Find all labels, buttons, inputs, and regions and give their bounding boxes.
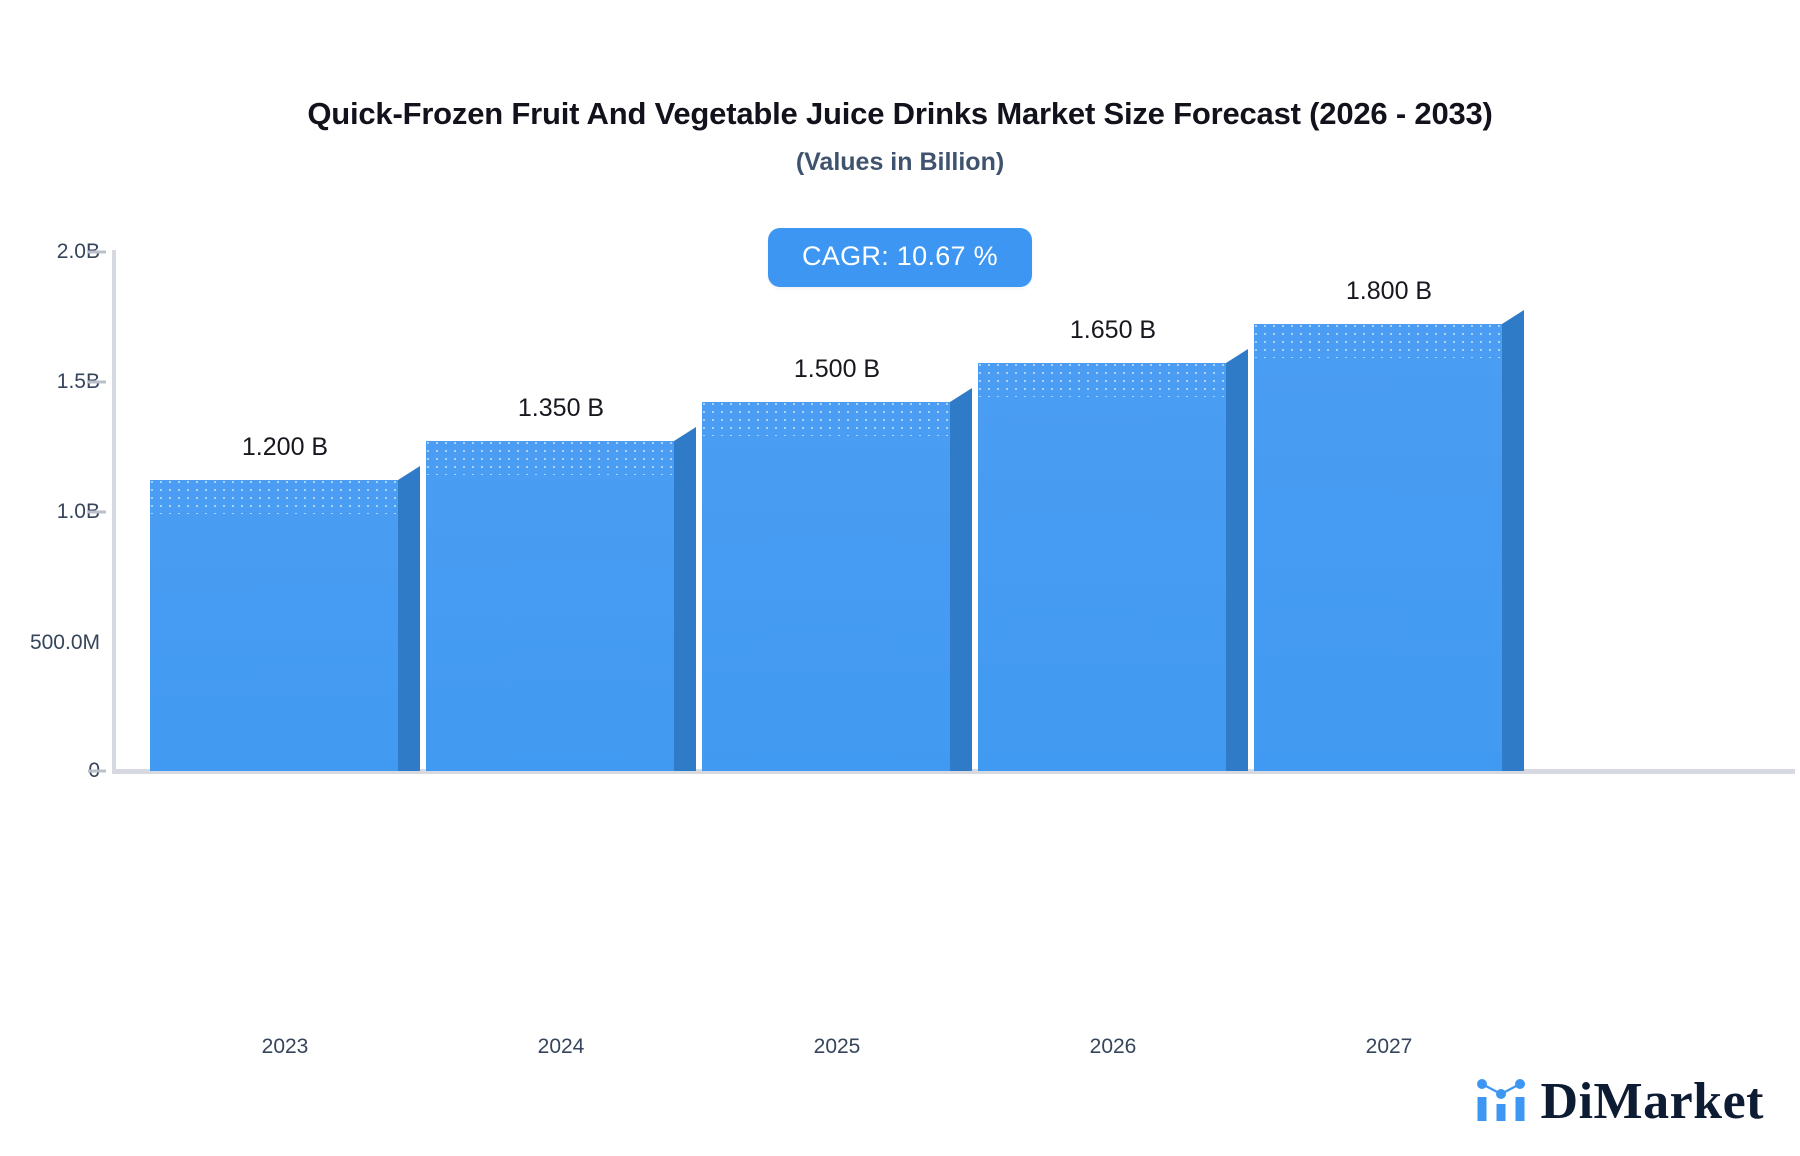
bar-value-label-2024: 1.350 B xyxy=(517,394,605,422)
bar-value-label-2025: 1.500 B xyxy=(793,355,881,383)
y-axis-line xyxy=(112,250,116,773)
y-tick-label-0: 0 xyxy=(0,759,100,783)
bar-group-2026[interactable]: 1.650 B 2026 xyxy=(978,250,1248,1058)
bar-front-face-2026[interactable] xyxy=(978,363,1226,771)
cagr-badge: CAGR: 10.67 % xyxy=(768,228,1032,287)
x-axis-label-2023: 2023 xyxy=(261,1035,309,1058)
y-tick-mark-2 xyxy=(88,510,106,514)
y-tick-mark-0 xyxy=(88,769,106,773)
y-tick-label-4: 2.0B xyxy=(56,240,100,263)
y-tick-label-1: 500.0M xyxy=(29,631,100,654)
bar-top-bevel-2024 xyxy=(674,427,696,441)
bar-group-2024[interactable]: 1.350 B 2024 xyxy=(426,250,696,1058)
chart-subtitle: (Values in Billion) xyxy=(795,148,1005,176)
bar-side-face-2023 xyxy=(398,480,420,771)
y-tick-label-3: 1.5B xyxy=(56,370,100,393)
x-axis-line xyxy=(112,769,1795,774)
bar-top-bevel-2025 xyxy=(950,388,972,402)
bar-top-bevel-2027 xyxy=(1502,310,1524,324)
bar-front-face-2023[interactable] xyxy=(150,480,398,771)
bar-top-bevel-2026 xyxy=(1226,349,1248,363)
bar-front-face-2024[interactable] xyxy=(426,441,674,771)
y-tick-mark-3 xyxy=(88,380,106,384)
page-title: Quick-Frozen Fruit And Vegetable Juice D… xyxy=(307,96,1493,131)
bar-value-label-2023: 1.200 B xyxy=(241,433,329,461)
logo-text: DiMarket xyxy=(1540,1072,1764,1130)
y-tick-mark-4 xyxy=(88,250,106,254)
bar-value-label-2027: 1.800 B xyxy=(1345,277,1433,305)
bar-side-face-2024 xyxy=(674,441,696,771)
bar-group-2025[interactable]: 1.500 B 2025 xyxy=(702,250,972,1058)
bar-top-bevel-2023 xyxy=(398,466,420,480)
bar-side-face-2025 xyxy=(950,402,972,771)
bar-value-label-2026: 1.650 B xyxy=(1069,316,1157,344)
bar-group-2023[interactable]: 1.200 B 2023 xyxy=(150,250,420,1058)
bar-front-face-2025[interactable] xyxy=(702,402,950,771)
x-axis-label-2024: 2024 xyxy=(537,1035,585,1058)
bar-side-face-2027 xyxy=(1502,324,1524,771)
bar-side-face-2026 xyxy=(1226,363,1248,771)
y-tick-label-2: 1.0B xyxy=(56,500,100,523)
bar-front-face-2027[interactable] xyxy=(1254,324,1502,771)
bar-chart-logo-icon xyxy=(1475,1075,1527,1128)
bar-group-2027[interactable]: 1.800 B 2027 xyxy=(1254,250,1524,1058)
x-axis-label-2025: 2025 xyxy=(813,1035,861,1058)
x-axis-label-2026: 2026 xyxy=(1089,1035,1137,1058)
brand-logo: DiMarket xyxy=(1475,1075,1764,1128)
x-axis-label-2027: 2027 xyxy=(1365,1035,1413,1058)
